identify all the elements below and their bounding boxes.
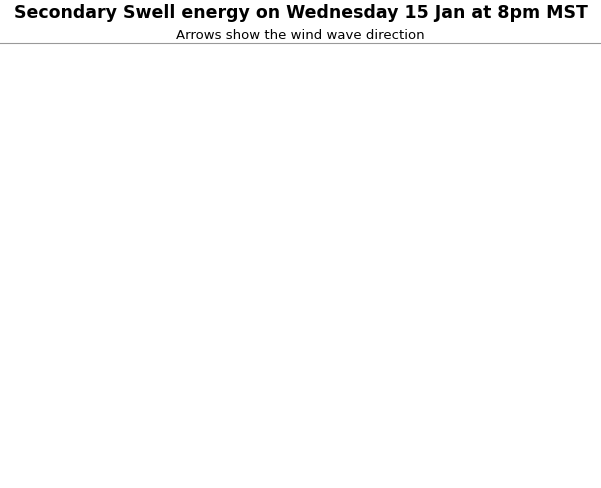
Text: Secondary Swell energy on Wednesday 15 Jan at 8pm MST: Secondary Swell energy on Wednesday 15 J… — [14, 4, 587, 22]
Text: Arrows show the wind wave direction: Arrows show the wind wave direction — [176, 29, 425, 42]
Text: cartopy required: cartopy required — [243, 259, 358, 272]
